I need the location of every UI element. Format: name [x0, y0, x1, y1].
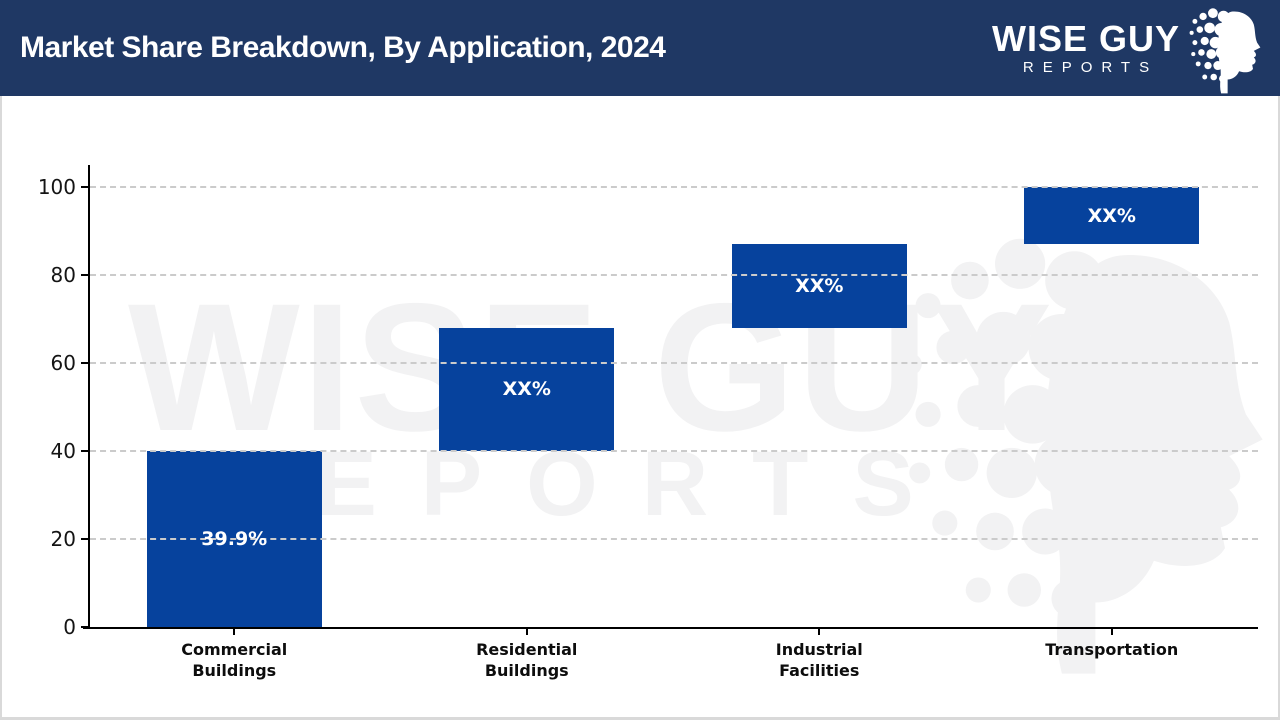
- bar-segment: [731, 244, 907, 328]
- gridline: [90, 274, 1258, 276]
- logo-text: WISE GUY REPORTS: [992, 20, 1180, 78]
- bar-value-label: XX%: [1087, 204, 1136, 227]
- logo-head-icon: [1189, 7, 1261, 93]
- bar-value-label: XX%: [795, 275, 844, 297]
- y-tick-label: 0: [63, 615, 76, 639]
- bar-segment: [1024, 187, 1200, 245]
- y-tick-label: 100: [37, 175, 76, 199]
- y-tick-mark: [81, 186, 88, 188]
- gridline: [90, 186, 1258, 188]
- y-axis-spine: [88, 165, 90, 629]
- y-tick-mark: [81, 538, 88, 540]
- wiseguy-logo: WISE GUY REPORTS: [992, 0, 1270, 96]
- y-tick-label: 40: [50, 439, 76, 463]
- header-bar: Market Share Breakdown, By Application, …: [0, 0, 1280, 96]
- y-tick-mark: [81, 450, 88, 452]
- y-tick-label: 20: [50, 527, 76, 551]
- y-tick-label: 60: [50, 351, 76, 375]
- bar-segment: [439, 327, 615, 451]
- x-category-label: Industrial Facilities: [775, 640, 863, 680]
- x-category-label: Transportation: [1045, 640, 1179, 659]
- x-category-label: Commercial Buildings: [181, 640, 288, 680]
- watermark-head-icon: [900, 238, 1263, 674]
- x-tick-mark: [1110, 629, 1113, 635]
- x-tick-mark: [233, 629, 236, 635]
- logo-wordmark: WISE GUY: [991, 18, 1180, 59]
- x-tick-mark: [525, 629, 528, 635]
- gridline: [90, 538, 1258, 540]
- bar-value-label: XX%: [502, 378, 551, 401]
- gridline: [90, 450, 1258, 452]
- y-tick-label: 80: [50, 263, 76, 287]
- y-tick-mark: [81, 362, 88, 364]
- gridline: [90, 362, 1258, 364]
- logo-subtitle: REPORTS: [1022, 59, 1159, 76]
- page-title: Market Share Breakdown, By Application, …: [20, 31, 666, 64]
- x-tick-mark: [818, 629, 821, 635]
- x-category-label: Residential Buildings: [476, 640, 578, 680]
- y-tick-mark: [81, 274, 88, 276]
- x-axis-spine: [83, 627, 1258, 629]
- y-tick-mark: [81, 626, 88, 628]
- bar-value-label: 39.9%: [201, 528, 268, 550]
